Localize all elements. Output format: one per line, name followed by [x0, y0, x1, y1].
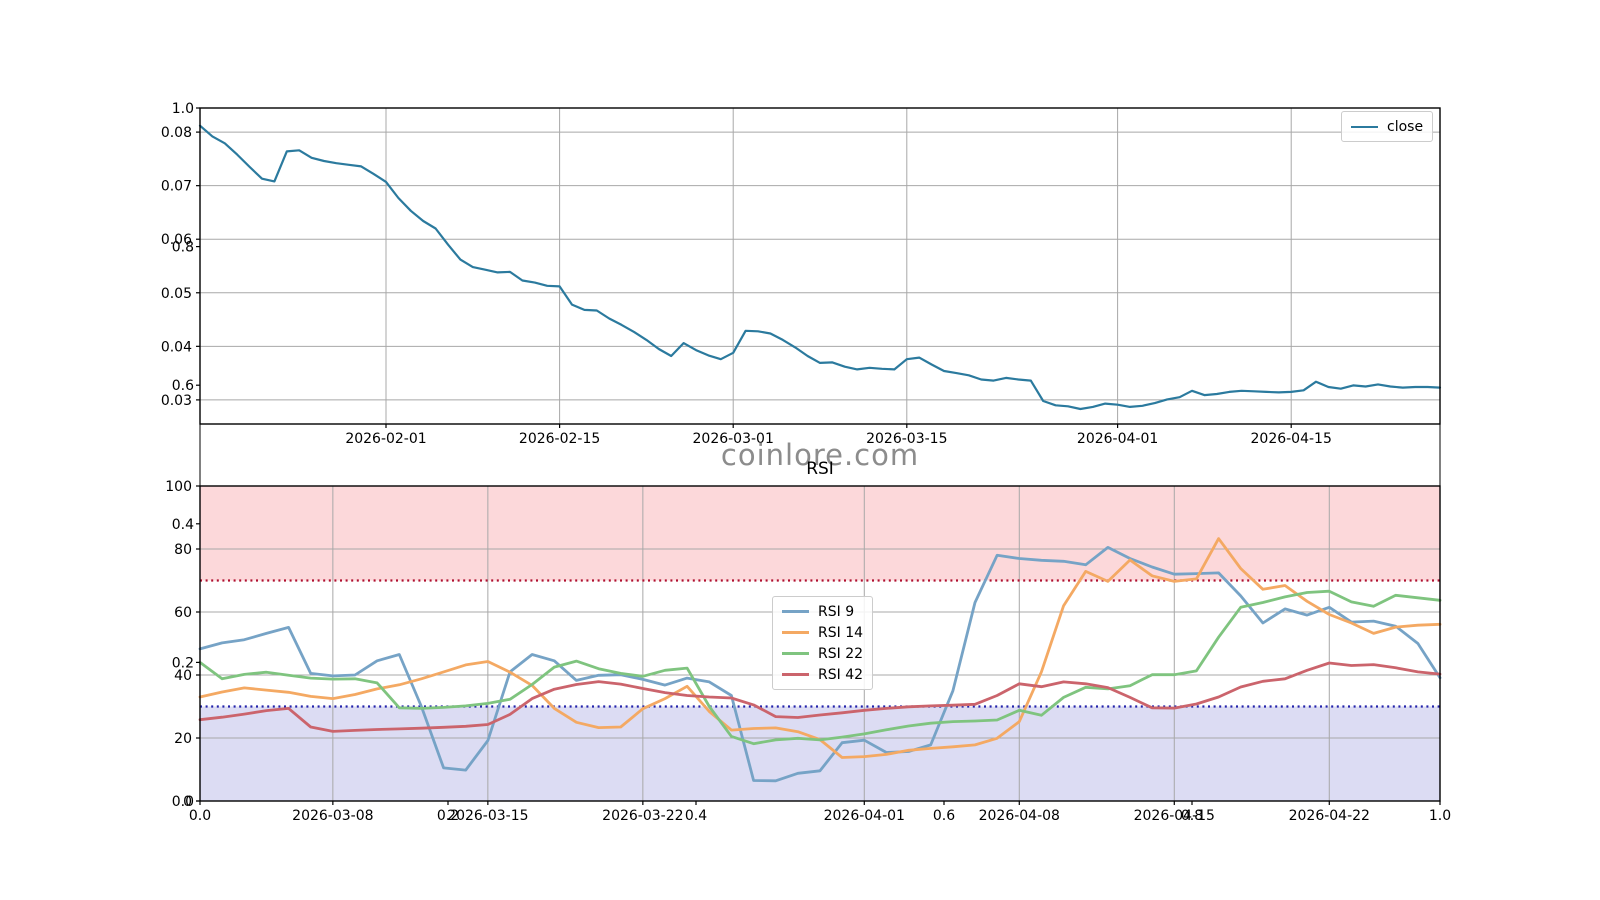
overlay-y-tick-label: 0.4 — [172, 517, 194, 533]
y-tick-label: 0.08 — [161, 125, 192, 141]
y-tick-label: 0.05 — [161, 286, 192, 302]
y-tick-label: 100 — [165, 479, 192, 495]
x-tick-label: 2026-04-15 — [1134, 808, 1215, 824]
y-tick-label: 40 — [174, 668, 192, 684]
legend-item-close: close — [1351, 116, 1423, 137]
overlay-y-tick-label: 0.2 — [172, 655, 194, 671]
price-panel — [196, 107, 1442, 428]
x-tick-label: 2026-02-01 — [345, 431, 426, 447]
legend-price: close — [1341, 111, 1434, 142]
overlay-x-tick-label: 0.6 — [933, 808, 955, 824]
legend-item-rsi14: RSI 14 — [782, 622, 863, 643]
rsi42-line-sample — [782, 673, 809, 676]
y-tick-label: 0.06 — [161, 232, 192, 248]
overbought-band — [200, 486, 1440, 581]
rsi14-line-sample — [782, 631, 809, 634]
watermark: coinlore.com — [720, 438, 920, 472]
rsi-panel-title: RSI — [806, 459, 834, 479]
y-tick-label: 20 — [174, 731, 192, 747]
x-tick-label: 2026-04-08 — [979, 808, 1060, 824]
rsi22-line-sample — [782, 652, 809, 655]
legend-label-rsi42: RSI 42 — [818, 666, 864, 683]
legend-label-rsi9: RSI 9 — [818, 603, 855, 620]
legend-item-rsi9: RSI 9 — [782, 601, 863, 622]
legend-label-rsi14: RSI 14 — [818, 624, 864, 641]
x-tick-label: 2026-04-01 — [1077, 431, 1158, 447]
close-line-sample — [1351, 125, 1378, 128]
overlay-y-tick-label: 1.0 — [172, 101, 194, 117]
overlay-y-tick-label: 0.0 — [172, 794, 194, 810]
legend-rsi: RSI 9 RSI 14 RSI 22 RSI 42 — [772, 596, 874, 690]
rsi-panel — [196, 485, 1442, 805]
overlay-x-tick-label: 0.8 — [1181, 808, 1203, 824]
y-tick-label: 0.03 — [161, 393, 192, 409]
x-tick-label: 2026-04-01 — [824, 808, 905, 824]
x-tick-label: 2026-03-22 — [602, 808, 683, 824]
fraction-overlay-axis — [196, 107, 1441, 805]
y-tick-label: 0.07 — [161, 179, 192, 195]
overlay-frame — [199, 107, 1441, 802]
legend-item-rsi22: RSI 22 — [782, 643, 863, 664]
overlay-y-tick-label: 0.6 — [172, 378, 194, 394]
x-tick-label: 2026-03-15 — [447, 808, 528, 824]
overlay-x-tick-label: 0.0 — [189, 808, 211, 824]
x-tick-label: 2026-03-08 — [292, 808, 373, 824]
x-tick-label: 2026-04-22 — [1289, 808, 1370, 824]
series-rsi-42 — [198, 661, 1442, 733]
y-tick-label: 80 — [174, 542, 192, 558]
oversold-band — [200, 706, 1440, 801]
legend-item-rsi42: RSI 42 — [782, 664, 863, 685]
overlay-y-tick-label: 0.8 — [172, 240, 194, 256]
rsi9-line-sample — [782, 610, 809, 613]
x-tick-label: 2026-03-01 — [693, 431, 774, 447]
overlay-x-tick-label: 1.0 — [1429, 808, 1451, 824]
overlay-x-tick-label: 0.4 — [685, 808, 707, 824]
series-close — [198, 124, 1442, 411]
series-rsi-22 — [198, 589, 1442, 746]
legend-label-close: close — [1387, 118, 1424, 135]
y-tick-label: 0.04 — [161, 339, 192, 355]
x-tick-label: 2026-04-15 — [1251, 431, 1332, 447]
y-tick-label: 0 — [183, 794, 192, 810]
x-tick-label: 2026-02-15 — [519, 431, 600, 447]
x-tick-label: 2026-03-15 — [866, 431, 947, 447]
series-rsi-9 — [198, 546, 1442, 783]
y-tick-label: 60 — [174, 605, 192, 621]
overlay-x-tick-label: 0.2 — [437, 808, 459, 824]
legend-label-rsi22: RSI 22 — [818, 645, 864, 662]
